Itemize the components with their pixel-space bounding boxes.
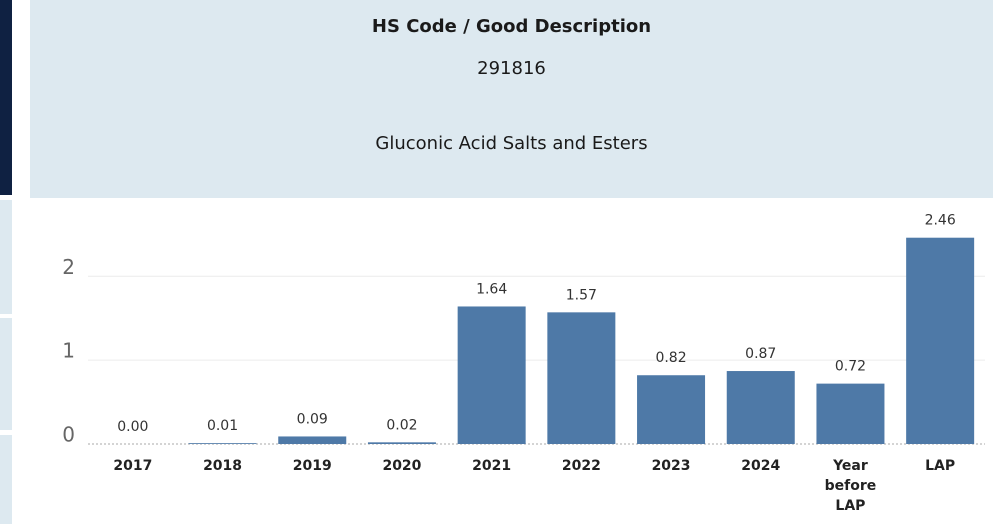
side-panel bbox=[0, 200, 12, 314]
side-panel bbox=[0, 318, 12, 430]
bar bbox=[457, 306, 526, 444]
bar bbox=[637, 375, 706, 444]
data-label: 0.00 bbox=[117, 419, 148, 435]
bar bbox=[367, 442, 436, 444]
x-tick-label: 2024 bbox=[741, 458, 781, 474]
data-label: 0.87 bbox=[745, 346, 776, 362]
x-tick-label: 2021 bbox=[472, 458, 512, 474]
x-tick-label: 2023 bbox=[651, 458, 691, 474]
header: HS Code / Good Description 291816 Glucon… bbox=[30, 0, 993, 198]
x-tick-label: LAP bbox=[925, 458, 956, 474]
x-tick-label: 2019 bbox=[292, 458, 332, 474]
data-label: 1.64 bbox=[476, 281, 507, 297]
bar bbox=[278, 436, 347, 444]
bar bbox=[906, 237, 975, 444]
x-tick-label: Year before LAP bbox=[824, 458, 877, 514]
y-tick-label: 1 bbox=[62, 339, 75, 363]
x-tick-label: 2018 bbox=[203, 458, 243, 474]
y-tick-label: 2 bbox=[62, 255, 75, 279]
data-label: 0.01 bbox=[207, 418, 238, 434]
header-title: HS Code / Good Description bbox=[371, 16, 652, 37]
bar bbox=[547, 312, 616, 444]
hs-code: 291816 bbox=[477, 58, 546, 79]
data-label: 1.57 bbox=[566, 287, 597, 303]
side-panel bbox=[0, 435, 12, 524]
data-label: 0.72 bbox=[835, 359, 866, 375]
y-tick-label: 0 bbox=[62, 423, 75, 447]
x-tick-label: 2020 bbox=[382, 458, 422, 474]
bar bbox=[188, 443, 257, 444]
data-label: 0.09 bbox=[297, 411, 328, 427]
data-label: 0.02 bbox=[386, 417, 417, 433]
x-tick-label: 2022 bbox=[561, 458, 601, 474]
side-panel bbox=[0, 0, 12, 195]
data-label: 0.82 bbox=[655, 350, 686, 366]
x-tick-label: 2017 bbox=[113, 458, 153, 474]
bar bbox=[726, 371, 795, 444]
data-label: 2.46 bbox=[925, 213, 956, 229]
bar bbox=[816, 383, 885, 444]
description: Gluconic Acid Salts and Esters bbox=[375, 133, 648, 154]
